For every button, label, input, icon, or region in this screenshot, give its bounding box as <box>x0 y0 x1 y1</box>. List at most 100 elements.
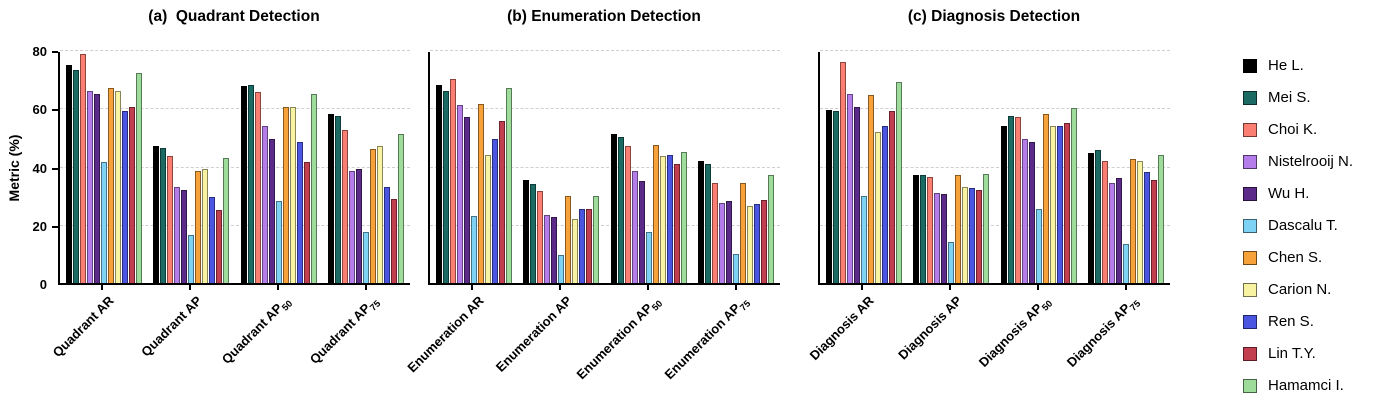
legend-swatch <box>1243 91 1257 105</box>
bar-chen-s- <box>867 95 874 283</box>
legend-swatch <box>1243 379 1257 393</box>
bar-mei-s- <box>920 175 927 283</box>
bar-chen-s- <box>195 170 202 283</box>
legend-label: Ren S. <box>1268 313 1314 330</box>
legend-label: Chen S. <box>1268 249 1323 266</box>
bar-dascalu-t- <box>558 255 565 283</box>
bar-choi-k- <box>839 61 846 283</box>
bar-group <box>240 52 317 283</box>
bar-wu-h- <box>551 217 558 283</box>
bar-nistelrooij-n- <box>719 202 726 283</box>
bar-ren-s- <box>491 138 498 283</box>
bar-mei-s- <box>72 70 79 283</box>
bar-groups <box>430 52 780 283</box>
bar-nistelrooij-n- <box>174 186 181 283</box>
bar-choi-k- <box>1102 160 1109 283</box>
legend-item: Hamamci I. <box>1243 378 1353 394</box>
legend-label: Carion N. <box>1268 281 1332 298</box>
x-tick-mark <box>647 285 649 290</box>
bar-lin-t-y- <box>761 200 768 283</box>
bar-hamamci-i- <box>768 175 775 283</box>
bar-nistelrooij-n- <box>261 125 268 283</box>
bar-group <box>1000 52 1077 283</box>
legend-swatch <box>1243 315 1257 329</box>
bar-carion-n- <box>289 106 296 283</box>
bar-nistelrooij-n- <box>631 170 638 283</box>
x-tick-mark <box>861 285 863 290</box>
legend-label: Mei S. <box>1268 89 1311 106</box>
bar-nistelrooij-n- <box>846 93 853 283</box>
bar-lin-t-y- <box>673 163 680 283</box>
bar-ren-s- <box>579 208 586 283</box>
plot-area <box>818 50 1170 285</box>
bar-lin-t-y- <box>498 121 505 283</box>
legend-label: Lin T.Y. <box>1268 345 1316 362</box>
bar-carion-n- <box>1049 125 1056 283</box>
bar-lin-t-y- <box>976 189 983 283</box>
bar-nistelrooij-n- <box>544 214 551 283</box>
bar-group <box>328 52 405 283</box>
bar-group <box>610 52 687 283</box>
bar-choi-k- <box>449 79 456 283</box>
bar-groups <box>820 52 1170 283</box>
bar-he-l- <box>328 114 335 283</box>
bar-nistelrooij-n- <box>1109 182 1116 283</box>
y-tick-mark <box>52 109 58 112</box>
bar-carion-n- <box>377 146 384 283</box>
bar-ren-s- <box>881 125 888 283</box>
bar-ren-s- <box>666 154 673 283</box>
bar-mei-s- <box>247 84 254 283</box>
bar-lin-t-y- <box>216 210 223 283</box>
gridline <box>430 224 780 226</box>
legend-item: Mei S. <box>1243 90 1353 106</box>
bar-groups <box>60 52 410 283</box>
bar-mei-s- <box>1095 150 1102 283</box>
bar-choi-k- <box>167 156 174 283</box>
bar-hamamci-i- <box>223 157 230 283</box>
bar-group <box>523 52 600 283</box>
legend-swatch <box>1243 123 1257 137</box>
bar-he-l- <box>65 64 72 283</box>
bar-wu-h- <box>1116 178 1123 283</box>
panel-title: (b) Enumeration Detection <box>507 8 701 25</box>
bar-he-l- <box>913 175 920 283</box>
panel-a: (a) Quadrant Detection Quadrant AR Quadran… <box>50 0 410 415</box>
legend-swatch <box>1243 219 1257 233</box>
panel-title: (c) Diagnosis Detection <box>907 8 1081 25</box>
bar-hamamci-i- <box>1070 108 1077 283</box>
bar-dascalu-t- <box>860 195 867 283</box>
legend-swatch <box>1243 283 1257 297</box>
bar-ren-s- <box>384 186 391 283</box>
x-tick-mark <box>277 285 279 290</box>
panel-title: (a) Quadrant Detection <box>148 8 320 25</box>
bar-chen-s- <box>565 195 572 283</box>
bar-dascalu-t- <box>275 201 282 283</box>
bar-nistelrooij-n- <box>456 105 463 283</box>
gridline <box>820 108 1170 110</box>
y-axis: 0 20 40 60 80 <box>0 44 58 292</box>
y-tick-label: 80 <box>32 44 47 59</box>
bar-dascalu-t- <box>733 253 740 283</box>
legend-item: He L. <box>1243 58 1353 74</box>
bar-group <box>825 52 902 283</box>
y-tick-mark <box>52 225 58 228</box>
bar-wu-h- <box>853 106 860 283</box>
bar-group <box>1088 52 1165 283</box>
x-tick-mark <box>949 285 951 290</box>
gridline <box>430 166 780 168</box>
bar-mei-s- <box>832 111 839 283</box>
x-tick-mark <box>189 285 191 290</box>
legend-label: Dascalu T. <box>1268 217 1338 234</box>
bar-he-l- <box>1088 153 1095 283</box>
bar-carion-n- <box>659 156 666 283</box>
bar-choi-k- <box>712 182 719 283</box>
plot-area <box>58 50 410 285</box>
y-tick-label: 60 <box>32 102 47 118</box>
legend-swatch <box>1243 155 1257 169</box>
bar-group <box>153 52 230 283</box>
bar-he-l- <box>698 160 705 283</box>
gridline <box>430 108 780 110</box>
bar-carion-n- <box>572 218 579 283</box>
gridline <box>430 50 780 51</box>
bar-ren-s- <box>209 197 216 283</box>
